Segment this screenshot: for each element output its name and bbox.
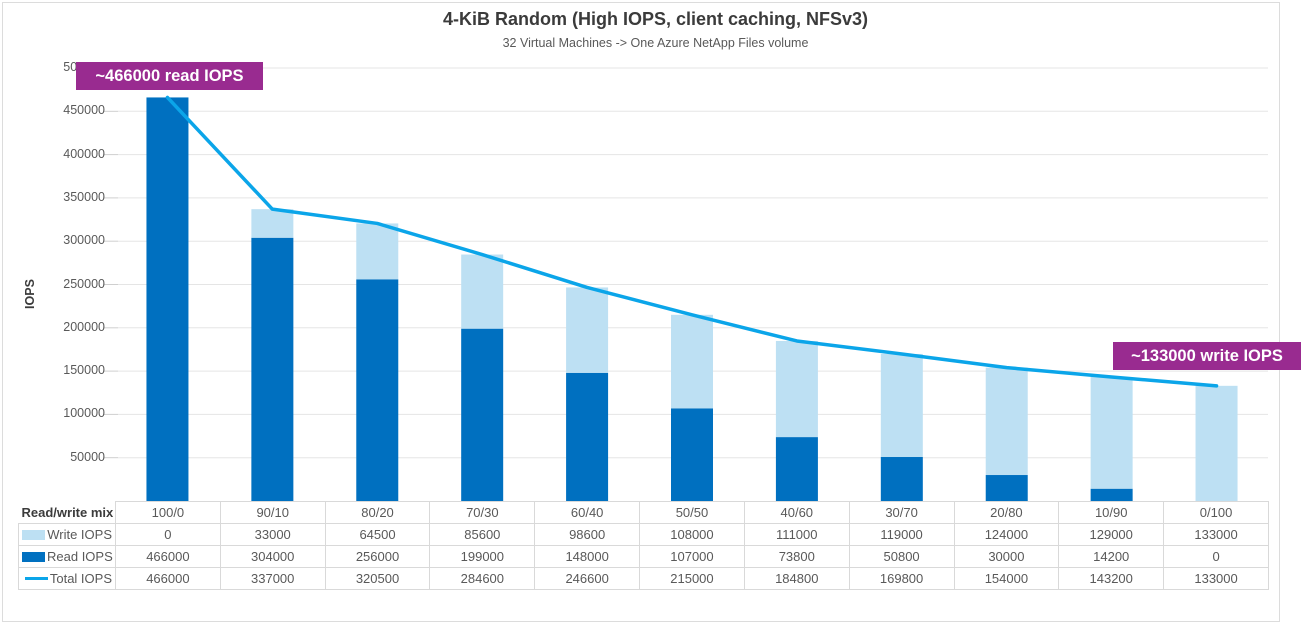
table-value-cell: 64500 [324,523,431,546]
table-value-cell: 85600 [429,523,536,546]
table-value-cell: 466000 [115,545,221,568]
table-value-cell: 256000 [324,545,431,568]
y-axis-tick-label: 450000 [63,103,105,118]
legend-swatch-icon [22,530,46,540]
bar-read-iops-segment [1090,488,1133,501]
y-axis-labels: 50000 100000 150000 200000 250000 300000 35000… [0,0,105,520]
column-header-cell: 70/30 [429,501,536,524]
table-value-cell: 169800 [848,567,955,590]
bar-read-iops-segment [146,97,189,501]
data-table: Read/write mix 100/0 90/10 80/20 70/30 60/40 5… [18,501,1269,590]
series-row-label: Write IOPS [18,523,116,546]
y-axis-tick-label: 100000 [63,406,105,421]
column-header-cell: 90/10 [219,501,326,524]
y-axis-tick-label: 150000 [63,363,105,378]
table-value-cell: 124000 [953,523,1060,546]
bar-write-iops-segment [251,209,294,238]
table-value-cell: 30000 [953,545,1060,568]
chart-title: 4-KiB Random (High IOPS, client caching,… [442,9,869,29]
total-iops-line [165,95,1219,388]
bar-read-iops-segment [356,279,399,501]
table-value-cell: 111000 [743,523,850,546]
table-value-cell: 133000 [1163,567,1269,590]
bar-write-iops-segment [985,367,1028,476]
bar-read-iops-segment [566,372,609,501]
table-value-cell: 199000 [429,545,536,568]
table-value-cell: 466000 [115,567,221,590]
column-header-cell: 60/40 [534,501,641,524]
table-value-cell: 0 [1163,545,1269,568]
table-value-cell: 129000 [1058,523,1165,546]
annotation-read-iops: ~466000 read IOPS [76,62,263,90]
bar-read-iops-segment [880,457,923,501]
bar-read-iops-segment [461,328,504,501]
y-axis-tick-label: 400000 [63,146,105,161]
chart-subtitle: 32 Virtual Machines -> One Azure NetApp … [502,36,809,50]
bar-write-iops-segment [566,287,609,373]
table-value-cell: 50800 [848,545,955,568]
table-value-cell: 0 [115,523,221,546]
column-header-cell: 10/90 [1058,501,1165,524]
table-value-cell: 33000 [219,523,326,546]
y-axis-tick-label: 250000 [63,276,105,291]
table-value-cell: 133000 [1163,523,1269,546]
y-axis-tick-label: 300000 [63,233,105,248]
legend-swatch-icon [24,577,48,580]
bar-read-iops-segment [775,437,818,501]
bar-write-iops-segment [880,353,923,458]
bar-write-iops-segment [775,340,818,438]
y-axis-tick-label: 50000 [70,449,105,464]
table-value-cell: 119000 [848,523,955,546]
legend-swatch-icon [22,552,45,562]
table-value-cell: 148000 [534,545,641,568]
table-row: Total IOPS 466000 337000 320500 284600 246600… [18,567,1269,590]
table-value-cell: 143200 [1058,567,1165,590]
table-value-cell: 107000 [639,545,745,568]
column-header-cell: 40/60 [743,501,850,524]
column-header-cell: 50/50 [639,501,745,524]
table-value-cell: 98600 [534,523,641,546]
y-axis-tick-label: 350000 [63,189,105,204]
chart-frame [2,2,1280,622]
table-row: Read IOPS 466000 304000 256000 199000 148000 1… [18,545,1269,568]
column-header-cell: 0/100 [1163,501,1269,524]
y-axis-tick-label: 200000 [63,319,105,334]
table-value-cell: 304000 [219,545,326,568]
table-row: Write IOPS 0 33000 64500 85600 98600 108000 111… [18,523,1269,546]
annotation-write-iops: ~133000 write IOPS [1113,342,1301,370]
table-value-cell: 284600 [429,567,536,590]
column-header-cell: 30/70 [848,501,955,524]
series-row-label: Total IOPS [18,567,116,590]
bar-read-iops-segment [985,475,1028,501]
table-value-cell: 320500 [324,567,431,590]
table-value-cell: 14200 [1058,545,1165,568]
table-value-cell: 154000 [953,567,1060,590]
bar-read-iops-segment [671,408,713,501]
bar-write-iops-segment [671,314,713,409]
table-value-cell: 184800 [743,567,850,590]
table-value-cell: 73800 [743,545,850,568]
table-value-cell: 215000 [639,567,745,590]
column-header-cell: 100/0 [115,501,221,524]
table-value-cell: 246600 [534,567,641,590]
bar-read-iops-segment [251,237,294,501]
column-header-cell: 80/20 [324,501,431,524]
table-value-cell: 108000 [639,523,745,546]
row-header-label: Read/write mix [21,504,114,520]
table-header-row: Read/write mix 100/0 90/10 80/20 70/30 60/40 5… [19,501,1269,524]
bar-write-iops-segment [461,254,504,329]
table-value-cell: 337000 [219,567,326,590]
bar-write-iops-segment [356,223,399,280]
series-row-label: Read IOPS [18,545,116,568]
bar-write-iops-segment [1195,385,1238,501]
column-header-cell: 20/80 [953,501,1060,524]
bar-write-iops-segment [1090,376,1133,489]
